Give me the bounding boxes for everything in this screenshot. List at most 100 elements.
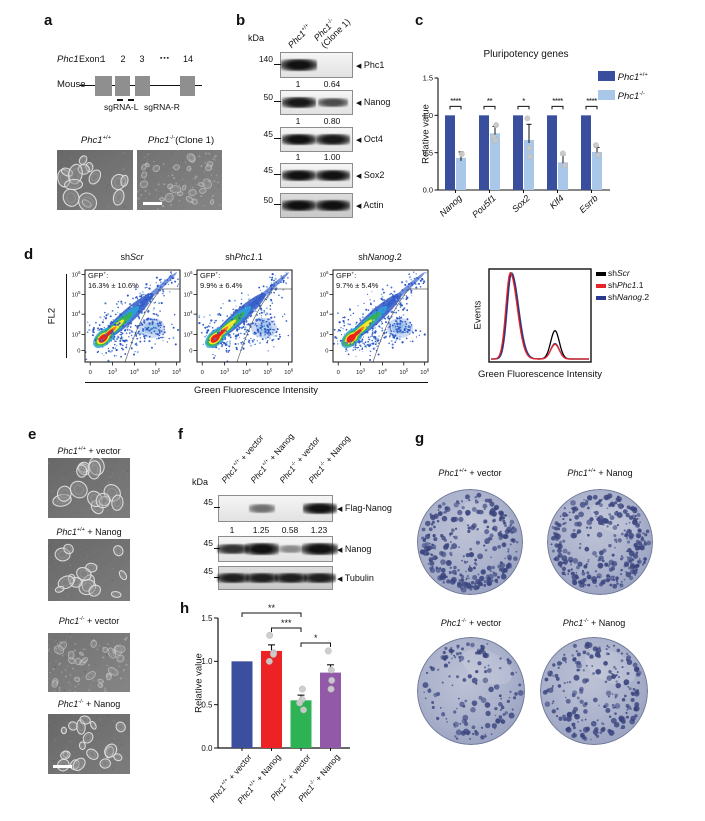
micro-image-ko-vector	[48, 633, 130, 692]
c-y-axis-label: Relative value	[420, 104, 432, 164]
micro-image-wt-vector	[48, 458, 130, 518]
colony-plate-wt-vector	[417, 489, 523, 595]
plate-label-wt-nanog: Phc1+/+ + Nanog	[567, 468, 633, 478]
kda-tick	[274, 101, 281, 103]
exon-box-2	[115, 76, 130, 96]
plate-label-wt-vector: Phc1+/+ + vector	[438, 468, 502, 478]
kda-tick	[274, 64, 281, 66]
protein-band	[280, 58, 318, 72]
flow-plot-shnanog: 0 103 104 105 106 106 105 104 103 0	[320, 269, 430, 377]
svg-text:1.0: 1.0	[423, 111, 433, 120]
hist-legend-shnanog: shNanog.2	[608, 292, 650, 302]
gfp-gate-label: GFP+:	[88, 270, 109, 280]
svg-text:0: 0	[337, 370, 340, 376]
micro-e3-label: Phc1-/- + vector	[58, 616, 120, 626]
protein-label-flag-nanog: ◀ Flag-Nanog	[337, 503, 392, 513]
svg-text:*: *	[522, 97, 525, 106]
gfp-gate-label: GFP+:	[200, 270, 221, 280]
kda-tick	[274, 204, 281, 206]
svg-text:103: 103	[72, 330, 81, 339]
flow-x-axis-line	[85, 382, 428, 384]
colony-plate-ko-vector	[417, 637, 525, 745]
gfp-histogram	[488, 268, 592, 363]
protein-band	[318, 97, 348, 108]
protein-label-sox2: ◀ Sox2	[356, 170, 385, 180]
micro-e2-label: Phc1+/+ + Nanog	[56, 527, 122, 537]
protein-band	[316, 133, 350, 146]
h-x-tick-1: Phc1+/+ + vector	[207, 752, 254, 805]
protein-band	[248, 504, 276, 513]
h-y-axis-label: Relative value	[193, 653, 205, 713]
svg-text:0: 0	[89, 370, 92, 376]
hist-legend-shscr: shScr	[608, 268, 630, 278]
band-arrow-icon: ◀	[356, 63, 362, 70]
f-lane-label-4: Phc1-/- + Nanog	[306, 433, 352, 485]
protein-band	[217, 543, 249, 555]
f-lane-label-2: Phc1+/+ + Nanog	[248, 431, 296, 485]
svg-text:103: 103	[220, 368, 229, 377]
kda-45: 45	[203, 497, 213, 507]
blot-nanog	[217, 536, 338, 562]
svg-text:106: 106	[72, 270, 81, 279]
exon-number-3: 3	[139, 54, 145, 64]
svg-text:0: 0	[325, 349, 328, 355]
hist-y-axis-label: Events	[472, 300, 484, 330]
protein-band	[274, 572, 308, 584]
svg-text:104: 104	[378, 368, 387, 377]
svg-text:0.5: 0.5	[201, 700, 213, 709]
svg-text:106: 106	[284, 368, 293, 377]
sgrna-right-mark	[128, 99, 134, 101]
band-arrow-icon: ◀	[337, 576, 343, 583]
protein-label-nanog: ◀ Nanog	[356, 97, 391, 107]
svg-text:105: 105	[151, 368, 160, 377]
protein-band	[302, 502, 338, 515]
kda-45: 45	[203, 538, 213, 548]
kda-140: 140	[258, 54, 273, 64]
blot-tubulin	[216, 566, 337, 590]
flow-plot-shscr: 0 103 104 105 106 106 105 104 103 0	[72, 269, 182, 377]
fl2-axis-line	[66, 274, 68, 358]
kda-unit: kDa	[248, 33, 265, 43]
panel-a-label: a	[44, 12, 53, 29]
svg-text:106: 106	[172, 368, 181, 377]
flow-title-shphc1: shPhc1.1	[225, 252, 263, 262]
flow-title-shnanog: shNanog.2	[358, 252, 402, 262]
protein-label-f-nanog: ◀ Nanog	[337, 544, 372, 554]
f-lane-label-1: Phc1+/+ + vector	[219, 432, 266, 485]
svg-text:Pluripotency genes: Pluripotency genes	[483, 49, 568, 60]
scale-bar	[53, 764, 72, 768]
svg-text:0: 0	[201, 370, 204, 376]
colony-plate-ko-nanog	[540, 637, 648, 745]
colony-plate-wt-nanog	[547, 489, 653, 595]
hist-x-axis-label: Green Fluorescence Intensity	[477, 369, 603, 380]
svg-text:106: 106	[420, 368, 429, 377]
kda-tick	[214, 507, 220, 509]
c-legend-wt: Phc1+/+	[598, 71, 648, 83]
blot-flag-nanog	[218, 495, 338, 522]
svg-text:0: 0	[77, 349, 80, 355]
svg-text:104: 104	[320, 310, 329, 319]
svg-text:103: 103	[184, 330, 193, 339]
svg-text:103: 103	[320, 330, 329, 339]
protein-band	[281, 133, 317, 146]
micro-e1-label: Phc1+/+ + vector	[57, 446, 121, 456]
fl2-axis-label: FL2	[46, 307, 58, 325]
kda-tick	[274, 138, 281, 140]
hist-legend-shphc1: shPhc1.1	[608, 280, 644, 290]
micro-a2-label: Phc1-/-(Clone 1)	[147, 134, 215, 146]
svg-text:103: 103	[356, 368, 365, 377]
flow-x-axis-label: Green Fluorescence Intensity	[193, 385, 319, 396]
gene-name: Phc1	[57, 54, 79, 65]
band-arrow-icon: ◀	[356, 203, 362, 210]
svg-text:0.0: 0.0	[423, 186, 433, 195]
micro-image-ko	[137, 150, 222, 210]
protein-band	[278, 545, 304, 553]
protein-band	[282, 199, 316, 212]
svg-text:105: 105	[399, 368, 408, 377]
flow-title-shscr: shScr	[120, 252, 144, 262]
exon-box-14	[180, 76, 195, 96]
panel-e-label: e	[28, 426, 37, 443]
svg-text:0.5: 0.5	[423, 148, 433, 157]
band-arrow-icon: ◀	[337, 547, 343, 554]
